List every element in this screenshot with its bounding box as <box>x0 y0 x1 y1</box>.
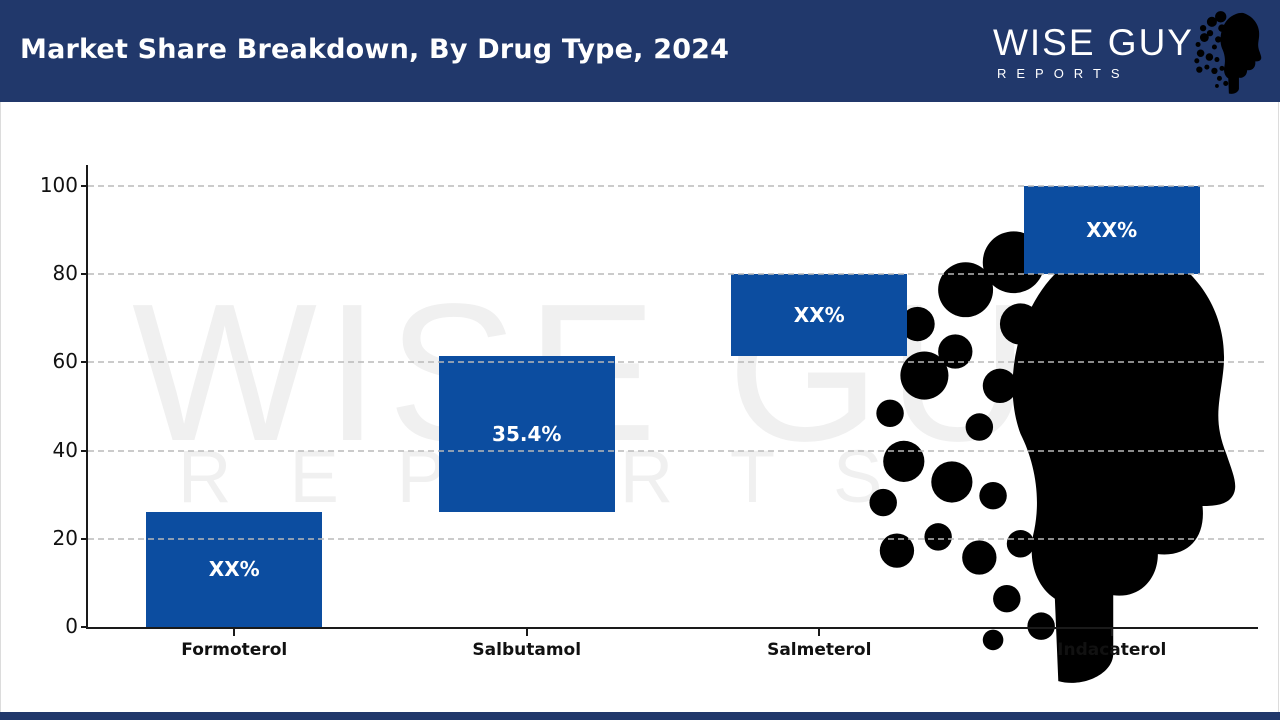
y-tick-40 <box>81 449 88 452</box>
wiseguy-logo: WISE GUY REPORTS <box>993 8 1266 96</box>
gridline-y40 <box>88 449 1264 452</box>
x-tick-3 <box>1110 628 1113 636</box>
footer-bar <box>0 712 1280 720</box>
logo-head-icon <box>1188 8 1266 96</box>
x-tick-label-1: Salbutamol <box>472 640 582 660</box>
y-tick-60 <box>81 361 88 364</box>
gridline-y80 <box>88 273 1264 276</box>
header-bar: Market Share Breakdown, By Drug Type, 20… <box>0 0 1280 102</box>
y-tick-label-20: 20 <box>52 525 78 550</box>
left-edge-border <box>0 102 1 712</box>
x-tick-label-3: Indacaterol <box>1057 640 1167 660</box>
bar-value-label: XX% <box>1086 218 1138 243</box>
gridline-y20 <box>88 537 1264 540</box>
logo-subtitle: REPORTS <box>996 66 1130 81</box>
y-tick-20 <box>81 537 88 540</box>
bar-formoterol: XX% <box>146 511 323 627</box>
y-tick-100 <box>81 185 88 187</box>
x-tick-label-2: Salmeterol <box>767 640 872 660</box>
logo-wordmark: WISE GUY <box>992 22 1194 63</box>
bar-salmeterol: XX% <box>731 274 908 356</box>
right-edge-border <box>1278 102 1279 712</box>
y-tick-label-40: 40 <box>52 437 78 462</box>
y-tick-label-80: 80 <box>52 261 78 286</box>
wiseguy-logo-text: WISE GUY REPORTS <box>993 24 1194 80</box>
page-title: Market Share Breakdown, By Drug Type, 20… <box>20 34 730 65</box>
x-tick-2 <box>818 628 821 636</box>
x-tick-1 <box>525 628 528 636</box>
bar-value-label: 35.4% <box>492 421 562 446</box>
y-tick-label-0: 0 <box>65 614 78 638</box>
y-tick-label-60: 60 <box>52 349 78 374</box>
x-tick-0 <box>233 628 236 636</box>
bar-indacaterol: XX% <box>1023 186 1200 275</box>
y-axis <box>86 165 88 629</box>
y-tick-80 <box>81 273 88 276</box>
bar-value-label: XX% <box>793 302 845 327</box>
gridline-y60 <box>88 361 1264 364</box>
x-tick-label-0: Formoterol <box>181 640 288 660</box>
x-axis <box>86 627 1258 629</box>
gridline-y100 <box>88 185 1264 187</box>
bar-value-label: XX% <box>208 557 260 582</box>
bar-salbutamol: 35.4% <box>438 355 615 512</box>
y-tick-label-100: 100 <box>39 173 78 197</box>
y-tick-0 <box>81 626 88 628</box>
